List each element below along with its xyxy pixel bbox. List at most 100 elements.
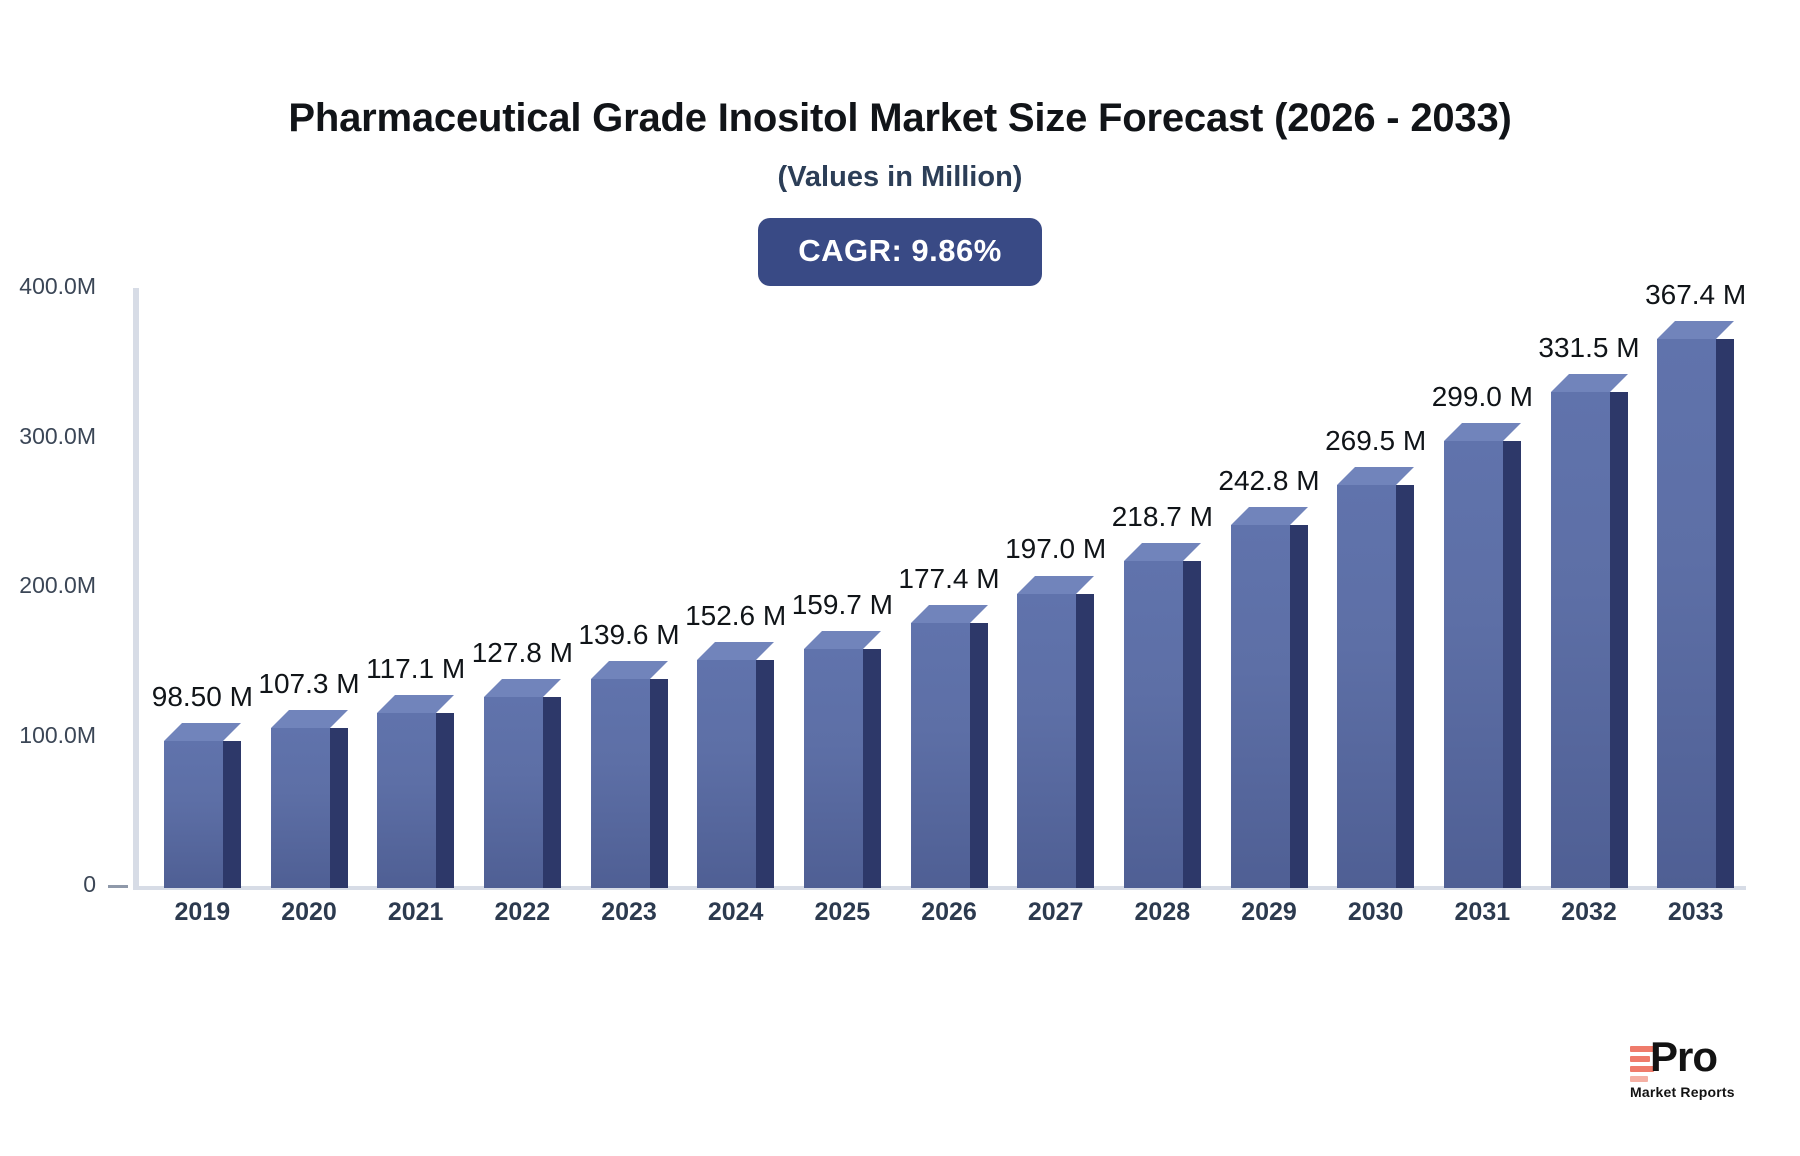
x-axis-label: 2021 [387, 898, 444, 926]
bar-top-face [163, 722, 241, 741]
y-axis-tick-label: 0 [83, 871, 96, 897]
bar[interactable] [270, 709, 348, 888]
bar-top-face [483, 678, 561, 697]
bar-front-face [377, 712, 437, 888]
bar[interactable] [1657, 320, 1735, 888]
bar-column[interactable] [1550, 288, 1628, 888]
x-axis-label: 2029 [1241, 898, 1297, 926]
logo-tagline: Market Reports [1630, 1084, 1735, 1100]
bar-side-face [649, 679, 668, 888]
bar[interactable] [910, 604, 988, 888]
bar-top-face [697, 641, 775, 660]
bar-value-label: 299.0 M [1431, 380, 1533, 412]
x-axis-label: 2032 [1561, 898, 1617, 926]
bar-side-face [436, 712, 455, 888]
bar[interactable] [803, 631, 881, 888]
bar-column[interactable] [270, 288, 348, 888]
chart-subtitle: (Values in Million) [777, 161, 1023, 193]
bar-front-face [803, 649, 863, 888]
bar-front-face [1017, 593, 1077, 888]
chart-header: Pharmaceutical Grade Inositol Market Siz… [0, 0, 1800, 286]
bar-front-face [697, 659, 757, 888]
bar-value-label: 197.0 M [1005, 533, 1107, 565]
bar-value-label: 159.7 M [791, 589, 893, 621]
bar-top-face [377, 694, 455, 713]
bar-value-label: 107.3 M [258, 667, 360, 699]
x-axis-label: 2030 [1347, 898, 1404, 926]
bar-value-label: 177.4 M [898, 562, 1000, 594]
bar-value-label: 98.50 M [151, 680, 253, 712]
x-axis-label: 2033 [1667, 898, 1724, 926]
x-axis-label: 2023 [601, 898, 657, 926]
x-axis-label: 2027 [1027, 898, 1084, 926]
bar-front-face [1123, 561, 1183, 888]
bar-column[interactable] [1123, 288, 1201, 888]
bar-front-face [590, 679, 650, 888]
bar-column[interactable] [590, 288, 668, 888]
bar-front-face [1550, 392, 1610, 888]
bar-value-label: 218.7 M [1111, 501, 1213, 533]
x-axis-label: 2024 [707, 898, 764, 926]
bar-side-face [1076, 593, 1095, 888]
bar-value-label: 242.8 M [1218, 465, 1320, 496]
bar-value-label: 269.5 M [1325, 425, 1427, 457]
bar-side-face [542, 696, 561, 888]
bar[interactable] [1017, 575, 1095, 888]
bar-top-face [1443, 423, 1521, 441]
bar[interactable] [1230, 507, 1308, 888]
bar-top-face [803, 631, 881, 650]
bar-top-face [1017, 575, 1095, 594]
bar[interactable] [483, 678, 561, 888]
bar-front-face [1230, 525, 1290, 888]
bar-side-face [1609, 392, 1628, 888]
y-axis-tick-label: 100.0M [19, 721, 96, 748]
bar-top-face [1123, 543, 1201, 562]
bar-front-face [1657, 338, 1717, 888]
bar-value-label: 152.6 M [685, 599, 787, 631]
bar-value-label: 331.5 M [1538, 332, 1640, 364]
bar-column[interactable] [377, 288, 455, 888]
bar-column[interactable] [1017, 288, 1095, 888]
bar-front-face [270, 727, 330, 888]
bar-side-face [862, 649, 881, 888]
y-axis-zero-tick [108, 885, 128, 888]
y-axis-tick-label: 200.0M [19, 572, 96, 598]
bar-value-label: 139.6 M [578, 619, 680, 651]
y-axis-line [133, 288, 139, 890]
bar-column[interactable] [483, 288, 561, 888]
bar-column[interactable] [163, 288, 241, 888]
bar[interactable] [1550, 374, 1628, 888]
bar[interactable] [1443, 423, 1521, 888]
bar-column[interactable] [697, 288, 775, 888]
bar[interactable] [590, 661, 668, 888]
bar[interactable] [163, 722, 241, 888]
x-axis-label: 2019 [174, 898, 231, 926]
bar-column[interactable] [1657, 288, 1735, 888]
bar-column[interactable] [1337, 288, 1415, 888]
bar-value-label: 367.4 M [1645, 278, 1747, 310]
bar-side-face [969, 622, 988, 888]
x-axis-label: 2031 [1454, 898, 1511, 926]
x-axis-label: 2022 [494, 898, 551, 926]
bar-column[interactable] [1443, 288, 1521, 888]
bar-top-face [1657, 320, 1735, 339]
bar-top-face [590, 661, 668, 680]
bar-front-face [1337, 485, 1397, 888]
bar-column[interactable] [910, 288, 988, 888]
bar-side-face [756, 659, 775, 888]
bar[interactable] [1337, 467, 1415, 888]
brand-logo: Pro Market Reports [1630, 1036, 1770, 1110]
bar-column[interactable] [1230, 288, 1308, 888]
x-axis-label: 2025 [814, 898, 871, 926]
bar-side-face [1716, 338, 1735, 888]
bar-side-face [1502, 441, 1521, 888]
bar-side-face [1289, 525, 1308, 888]
x-axis-label: 2026 [921, 898, 977, 926]
bar-value-label: 117.1 M [366, 652, 466, 684]
bar[interactable] [1123, 543, 1201, 888]
bar-column[interactable] [803, 288, 881, 888]
bar[interactable] [697, 641, 775, 888]
bar[interactable] [377, 694, 455, 888]
